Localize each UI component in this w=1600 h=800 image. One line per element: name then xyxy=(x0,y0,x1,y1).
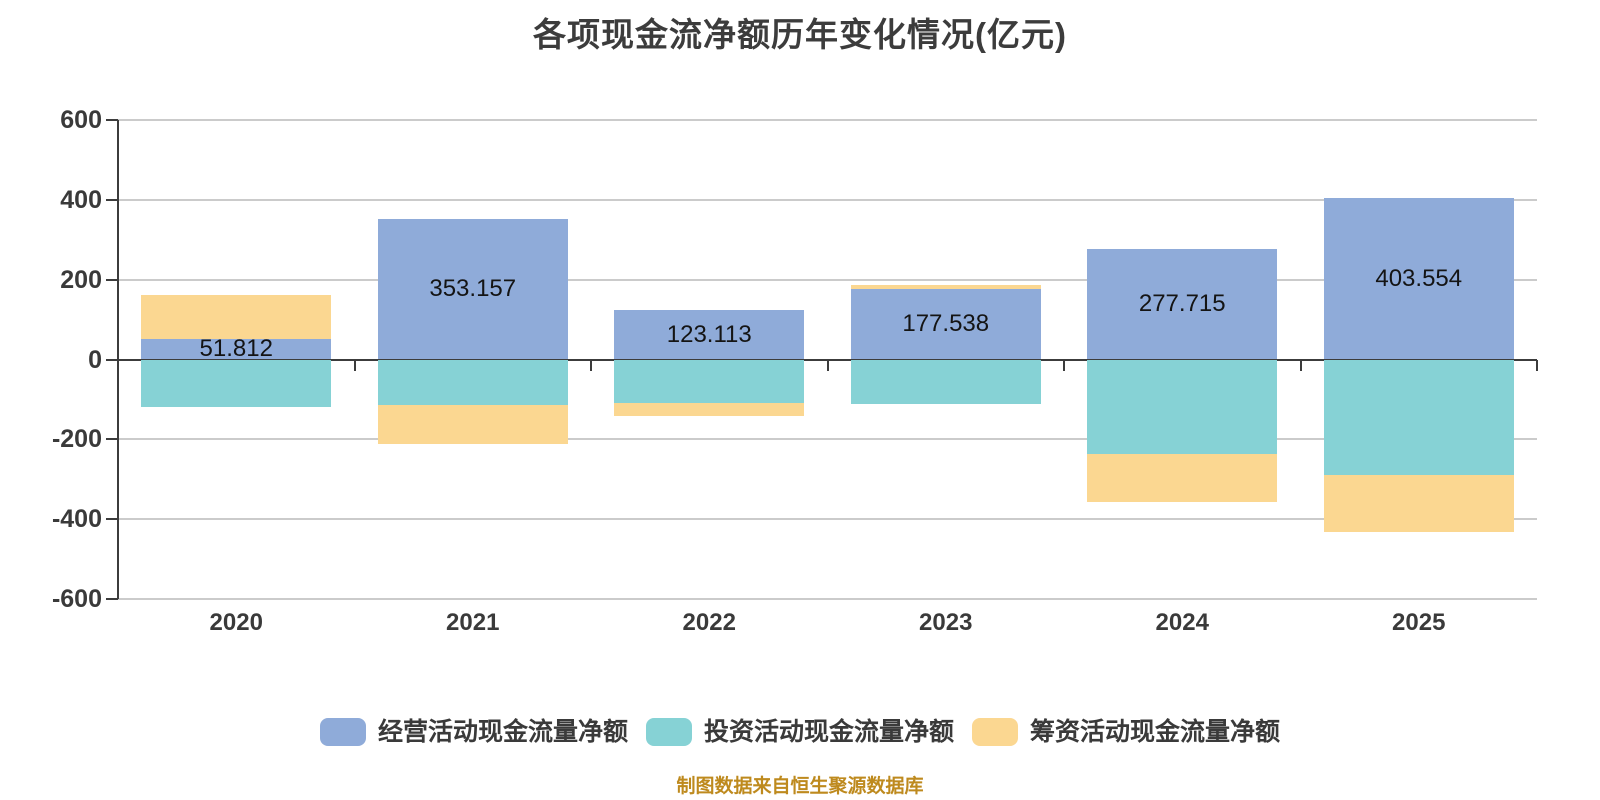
bar-segment-financing xyxy=(1087,454,1278,502)
legend-item: 经营活动现金流量净额 xyxy=(319,717,628,747)
x-axis-tick xyxy=(590,359,592,371)
x-category-label: 2025 xyxy=(1392,609,1446,636)
y-tick-label: 0 xyxy=(88,345,102,374)
bar-segment-financing xyxy=(141,294,332,339)
gridline xyxy=(118,438,1537,441)
bar-segment-operating xyxy=(1087,248,1278,360)
bar-value-label: 403.554 xyxy=(1375,264,1463,292)
x-axis-tick xyxy=(826,359,829,371)
bar-segment-financing xyxy=(1323,475,1514,532)
legend-swatch xyxy=(645,718,692,746)
x-category-label: 2023 xyxy=(919,609,973,636)
x-axis-tick xyxy=(1536,359,1538,371)
legend-item: 投资活动现金流量净额 xyxy=(645,717,954,747)
legend-swatch xyxy=(319,718,366,746)
y-axis-tick xyxy=(106,198,118,201)
bar-segment-financing xyxy=(614,403,805,417)
gridline xyxy=(118,518,1537,521)
bar-segment-investing xyxy=(141,359,332,408)
y-tick-label: 600 xyxy=(60,106,102,134)
y-tick-label: 400 xyxy=(60,185,102,214)
y-tick-label: -200 xyxy=(51,425,102,454)
y-axis-tick xyxy=(106,518,118,521)
bar-segment-operating xyxy=(614,310,805,360)
bar-segment-operating xyxy=(1323,198,1514,360)
x-axis-tick xyxy=(1299,359,1302,371)
bar-segment-investing xyxy=(377,359,568,406)
y-axis-tick xyxy=(106,598,118,600)
y-axis-tick xyxy=(106,358,118,361)
bar-value-label: 277.715 xyxy=(1138,290,1226,318)
gridline xyxy=(118,598,1537,600)
bar-segment-financing xyxy=(850,285,1041,289)
legend-swatch xyxy=(972,718,1018,746)
bar-segment-investing xyxy=(1087,359,1278,455)
x-axis-tick xyxy=(353,359,356,371)
bar-value-label: 177.538 xyxy=(902,310,990,338)
bar-segment-operating xyxy=(850,288,1041,360)
x-category-label: 2022 xyxy=(682,609,736,636)
data-source-caption: 制图数据来自恒生聚源数据库 xyxy=(676,776,924,797)
bar-segment-investing xyxy=(614,359,805,404)
x-category-label: 2024 xyxy=(1155,609,1209,636)
legend: 经营活动现金流量净额 投资活动现金流量净额 筹资活动现金流量净额 xyxy=(0,717,1600,747)
chart-title: 各项现金流净额历年变化情况(亿元) xyxy=(533,16,1067,53)
y-tick-label: 200 xyxy=(60,265,102,294)
y-tick-label: -600 xyxy=(51,585,102,613)
gridline xyxy=(118,119,1537,121)
bar-segment-operating xyxy=(141,338,332,360)
y-axis-tick xyxy=(106,119,118,121)
bar-segment-operating xyxy=(377,218,568,360)
legend-label: 经营活动现金流量净额 xyxy=(377,718,628,746)
legend-label: 投资活动现金流量净额 xyxy=(703,718,954,746)
bar-value-label: 51.812 xyxy=(199,335,273,363)
bar-segment-investing xyxy=(1323,359,1514,476)
legend-label: 筹资活动现金流量净额 xyxy=(1030,718,1281,746)
y-tick-label: -400 xyxy=(51,505,102,534)
bar-segment-investing xyxy=(850,359,1041,405)
x-axis-tick xyxy=(117,359,119,371)
gridline xyxy=(118,278,1537,281)
gridline xyxy=(118,198,1537,201)
y-axis-tick xyxy=(106,278,118,281)
bar-segment-financing xyxy=(377,405,568,445)
x-category-label: 2020 xyxy=(209,609,263,636)
bar-value-label: 353.157 xyxy=(429,275,517,303)
legend-item: 筹资活动现金流量净额 xyxy=(972,717,1280,747)
y-axis-tick xyxy=(106,438,118,441)
x-axis-tick xyxy=(1063,359,1065,371)
x-category-label: 2021 xyxy=(446,609,500,636)
bar-value-label: 123.113 xyxy=(666,320,752,348)
